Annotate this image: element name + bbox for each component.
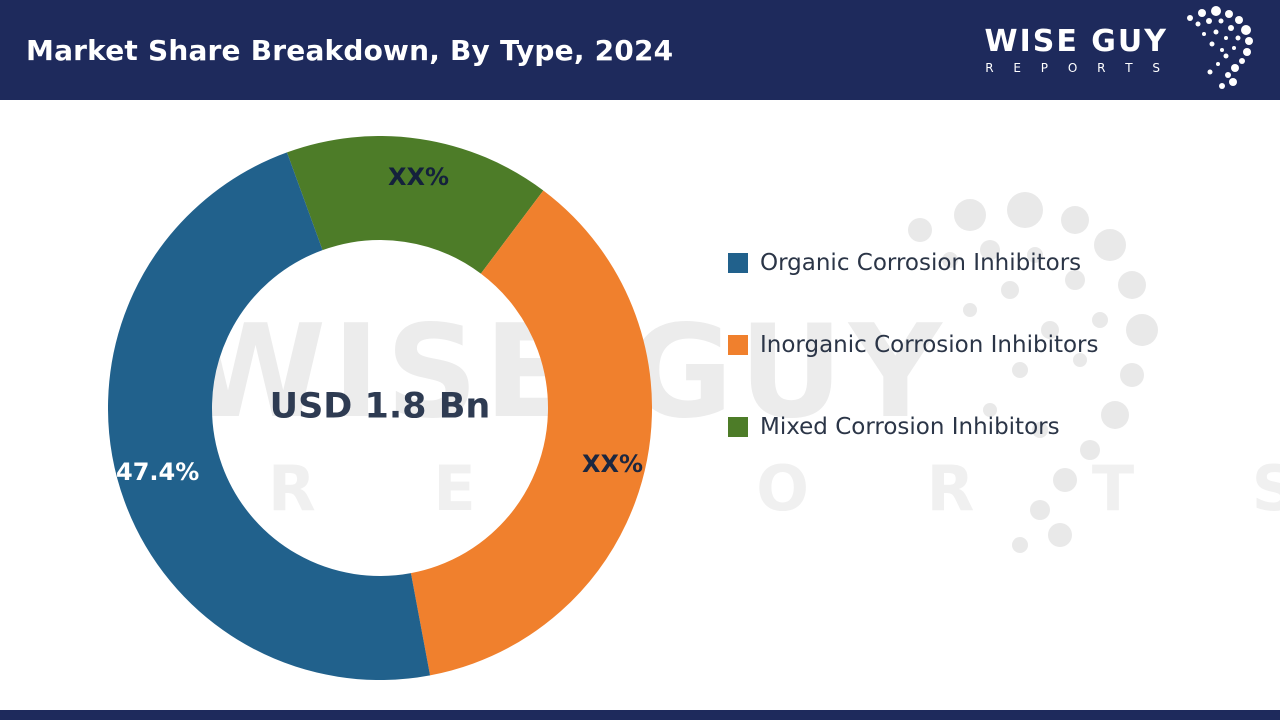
- footer-bar: [0, 710, 1280, 720]
- legend-label-organic: Organic Corrosion Inhibitors: [760, 250, 1082, 276]
- wiseguy-face-icon: [1187, 6, 1253, 89]
- legend: Organic Corrosion Inhibitors Inorganic C…: [728, 250, 1099, 496]
- donut-ring: [108, 136, 652, 680]
- logo-subtitle: R E P O R T S: [985, 60, 1168, 75]
- page-title: Market Share Breakdown, By Type, 2024: [26, 33, 674, 67]
- chart-area: WISE GUY R E P O R T S USD 1.8 Bn 47.4% …: [0, 100, 1280, 710]
- legend-item-inorganic: Inorganic Corrosion Inhibitors: [728, 332, 1099, 358]
- legend-label-mixed: Mixed Corrosion Inhibitors: [760, 414, 1060, 440]
- donut-chart: USD 1.8 Bn 47.4% XX% XX%: [108, 136, 652, 680]
- legend-swatch-organic: [728, 253, 748, 273]
- slice-label-organic: 47.4%: [116, 458, 200, 486]
- legend-label-inorganic: Inorganic Corrosion Inhibitors: [760, 332, 1099, 358]
- legend-item-mixed: Mixed Corrosion Inhibitors: [728, 414, 1099, 440]
- logo-wordmark: WISE GUY: [984, 23, 1168, 59]
- legend-swatch-mixed: [728, 417, 748, 437]
- center-value-label: USD 1.8 Bn: [269, 386, 491, 427]
- slice-label-mixed: XX%: [388, 163, 450, 191]
- wiseguy-logo: WISE GUY R E P O R T S: [984, 6, 1254, 94]
- wiseguy-logo-text: WISE GUY R E P O R T S: [984, 23, 1168, 75]
- legend-item-organic: Organic Corrosion Inhibitors: [728, 250, 1099, 276]
- legend-swatch-inorganic: [728, 335, 748, 355]
- header-bar: Market Share Breakdown, By Type, 2024 WI…: [0, 0, 1280, 100]
- slice-label-inorganic: XX%: [582, 450, 644, 478]
